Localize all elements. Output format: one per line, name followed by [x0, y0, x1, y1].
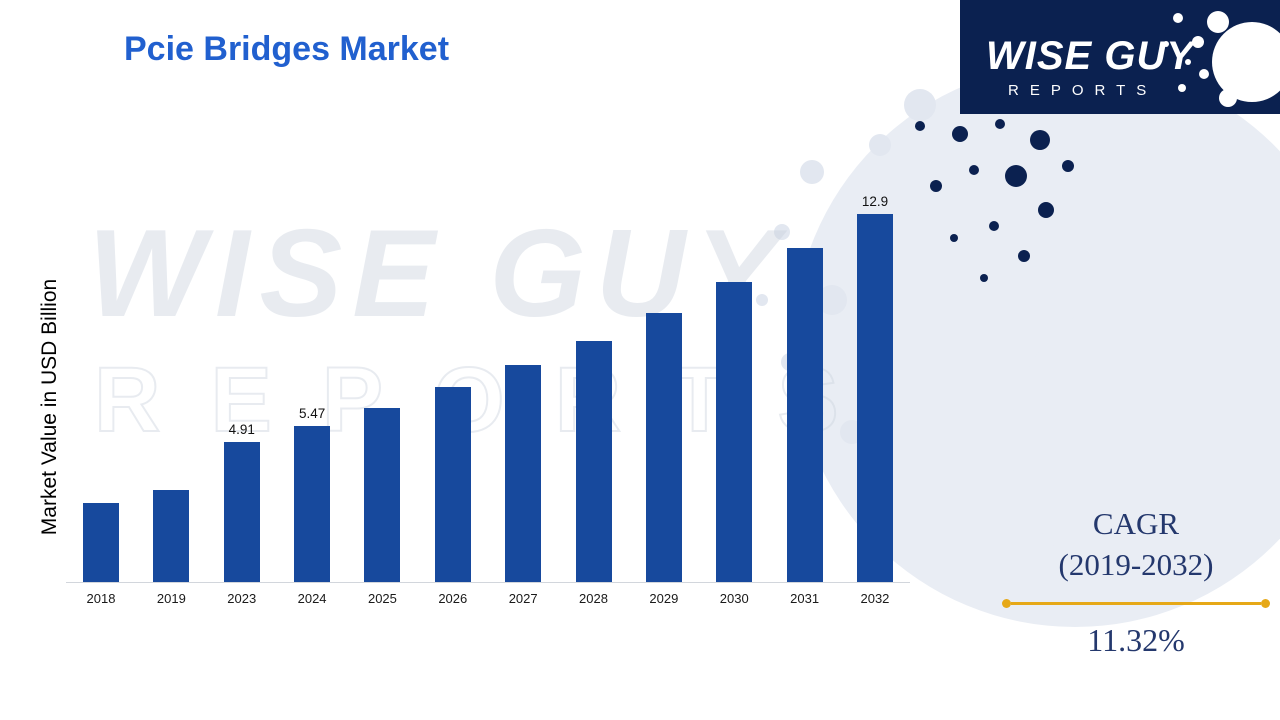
- brand-logo: WISE GUY REPORTS: [960, 0, 1280, 114]
- cagr-panel: CAGR (2019-2032) 11.32%: [1000, 505, 1272, 659]
- cagr-range: (2019-2032): [1058, 547, 1214, 583]
- bar-value-label-2032: 12.9: [861, 194, 889, 209]
- bar-group-2026: 2026: [418, 183, 488, 606]
- x-tick-2024: 2024: [297, 591, 327, 606]
- x-tick-2027: 2027: [508, 591, 538, 606]
- divider-line: [1011, 602, 1261, 606]
- bar-2026: [434, 387, 471, 582]
- bar-value-label-2024: 5.47: [298, 406, 326, 421]
- bar-2028: [575, 341, 612, 582]
- bar-group-2029: 2029: [629, 183, 699, 606]
- x-tick-2018: 2018: [86, 591, 116, 606]
- bar-chart: 2018 2019 4.91 2023 5.47 2024 2025 2026 2027 2028…: [66, 183, 910, 606]
- x-tick-2030: 2030: [719, 591, 749, 606]
- divider-dot-right: [1261, 599, 1270, 609]
- x-tick-2019: 2019: [156, 591, 186, 606]
- bar-group-2027: 2027: [488, 183, 558, 606]
- bar-2032: [856, 214, 893, 582]
- bar-group-2025: 2025: [347, 183, 417, 606]
- bar-group-2030: 2030: [699, 183, 769, 606]
- bar-2024: [294, 426, 331, 582]
- bar-2019: [153, 490, 190, 582]
- logo-dots-decoration: [915, 119, 1074, 282]
- bar-group-2023: 4.91 2023: [207, 183, 277, 606]
- bar-2023: [223, 442, 260, 582]
- bar-group-2018: 2018: [66, 183, 136, 606]
- cagr-value: 11.32%: [1087, 622, 1185, 659]
- x-tick-2026: 2026: [438, 591, 468, 606]
- bar-2025: [364, 408, 401, 582]
- logo-face-icon: [1163, 11, 1280, 107]
- page-title: Pcie Bridges Market: [124, 30, 450, 68]
- bar-2031: [786, 248, 823, 582]
- divider-dot-left: [1002, 599, 1011, 609]
- x-tick-2032: 2032: [860, 591, 890, 606]
- bar-2018: [83, 503, 119, 582]
- cagr-divider: [1002, 599, 1270, 609]
- bar-group-2032: 12.9 2032: [840, 183, 910, 606]
- bar-2027: [505, 365, 542, 582]
- x-tick-2023: 2023: [227, 591, 257, 606]
- bar-2030: [716, 282, 753, 582]
- bar-group-2024: 5.47 2024: [277, 183, 347, 606]
- x-tick-2031: 2031: [790, 591, 820, 606]
- x-tick-2028: 2028: [579, 591, 608, 606]
- x-tick-2025: 2025: [367, 591, 397, 606]
- y-axis-label: Market Value in USD Billion: [38, 278, 61, 536]
- bar-2029: [645, 313, 682, 582]
- bar-group-2028: 2028: [559, 183, 629, 606]
- bar-group-2031: 2031: [770, 183, 840, 606]
- bar-value-label-2023: 4.91: [228, 422, 255, 437]
- bar-group-2019: 2019: [136, 183, 206, 606]
- x-tick-2029: 2029: [649, 591, 679, 606]
- cagr-label: CAGR: [1092, 506, 1180, 541]
